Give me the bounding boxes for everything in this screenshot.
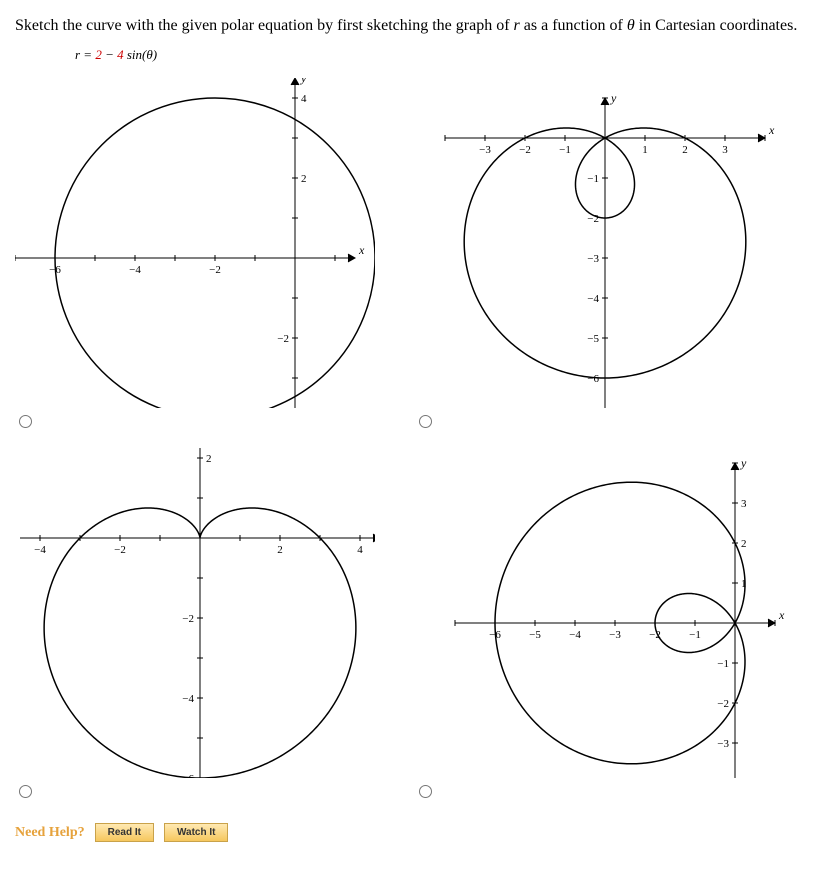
question-text: Sketch the curve with the given polar eq… [15,15,814,37]
chart-d: xy−6−5−4−3−2−1−3−2−1123 [415,448,795,778]
polar-equation: r = 2 − 4 sin(θ) [75,47,814,63]
need-help-label: Need Help? [15,825,85,841]
svg-text:−2: −2 [519,144,531,156]
svg-text:x: x [358,243,365,257]
svg-text:−3: −3 [609,629,621,641]
svg-text:−3: −3 [717,738,729,750]
svg-text:−1: −1 [717,658,729,670]
svg-text:2: 2 [741,538,747,550]
svg-text:−2: −2 [182,613,194,625]
svg-text:−3: −3 [479,144,491,156]
watch-it-button[interactable]: Watch It [164,823,229,842]
svg-text:3: 3 [722,144,728,156]
svg-text:−2: −2 [649,629,661,641]
svg-text:y: y [740,456,747,470]
svg-text:y: y [610,91,617,105]
svg-text:−4: −4 [569,629,581,641]
svg-text:2: 2 [277,544,283,556]
chart-a: xy−6−4−2−4−224 [15,78,375,408]
options-grid: xy−6−4−2−4−224 xy−3−2−1123−6−5−4−3−2−1 x… [15,78,814,798]
svg-text:x: x [768,123,775,137]
svg-text:y: y [300,78,307,85]
svg-text:−4: −4 [129,264,141,276]
svg-text:−3: −3 [587,253,599,265]
svg-text:−2: −2 [209,264,221,276]
option-a: xy−6−4−2−4−224 [15,78,415,428]
option-c: xy−4−224−6−4−22 [15,448,415,798]
chart-b: xy−3−2−1123−6−5−4−3−2−1 [415,78,795,408]
radio-c[interactable] [19,785,32,798]
svg-text:−1: −1 [587,173,599,185]
svg-text:−6: −6 [587,373,599,385]
svg-text:−5: −5 [529,629,541,641]
svg-text:x: x [778,608,785,622]
svg-text:−2: −2 [277,333,289,345]
svg-text:−5: −5 [587,333,599,345]
read-it-button[interactable]: Read It [95,823,154,842]
svg-text:−1: −1 [559,144,571,156]
svg-text:2: 2 [206,453,212,465]
help-row: Need Help? Read It Watch It [15,823,814,842]
radio-d[interactable] [419,785,432,798]
svg-text:−2: −2 [717,698,729,710]
option-b: xy−3−2−1123−6−5−4−3−2−1 [415,78,815,428]
svg-text:2: 2 [301,173,307,185]
svg-text:−4: −4 [34,544,46,556]
svg-text:2: 2 [682,144,688,156]
radio-b[interactable] [419,415,432,428]
radio-a[interactable] [19,415,32,428]
svg-text:4: 4 [357,544,363,556]
svg-text:4: 4 [301,93,307,105]
svg-text:3: 3 [741,498,747,510]
svg-text:−1: −1 [689,629,701,641]
svg-text:−4: −4 [182,693,194,705]
svg-text:−2: −2 [114,544,126,556]
option-d: xy−6−5−4−3−2−1−3−2−1123 [415,448,815,798]
svg-text:1: 1 [642,144,648,156]
chart-c: xy−4−224−6−4−22 [15,448,375,778]
svg-text:−4: −4 [587,293,599,305]
